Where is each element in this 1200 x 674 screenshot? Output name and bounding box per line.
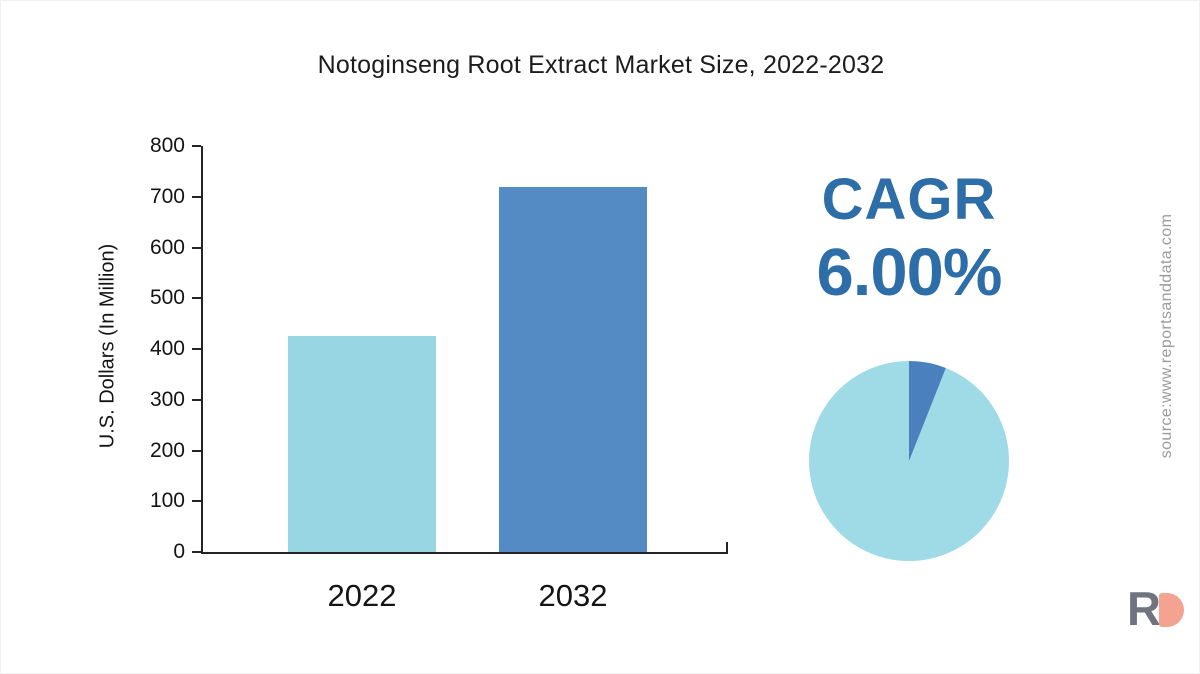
y-tick-label: 400: [149, 337, 185, 360]
x-tick-label: 2032: [538, 578, 608, 613]
y-tick-mark: [192, 398, 201, 401]
y-tick-label: 600: [149, 235, 185, 259]
y-tick-label: 700: [149, 184, 185, 208]
bar-2022: [288, 336, 436, 552]
cagr-block: CAGR 6.00%: [789, 167, 1029, 310]
y-tick-label: 500: [149, 286, 185, 310]
y-tick-mark: [192, 449, 201, 452]
y-tick-mark: [192, 145, 201, 147]
y-tick-label: 200: [149, 438, 185, 462]
chart-title: Notoginseng Root Extract Market Size, 20…: [317, 51, 885, 79]
cagr-label: CAGR: [821, 167, 997, 232]
bar-chart-plot-area: 0 100 200 300 400 500 600 700 800 2022 2032: [150, 134, 728, 613]
bar-2032: [499, 186, 647, 552]
source-note: source:www.reportsanddata.com: [1158, 213, 1175, 459]
y-tick-label: 0: [173, 540, 185, 563]
cagr-value: 6.00%: [816, 235, 1003, 310]
y-tick-mark: [192, 195, 201, 198]
x-tick-label: 2022: [327, 578, 397, 613]
pie-svg: [809, 361, 1009, 561]
y-tick-mark: [192, 246, 201, 249]
logo-r-letter: R: [1127, 582, 1161, 635]
y-tick-label: 300: [149, 387, 185, 411]
axis-end-tick: [726, 542, 728, 552]
y-tick-mark: [192, 500, 201, 503]
y-tick-mark: [192, 297, 201, 300]
y-tick-mark: [192, 348, 201, 350]
y-tick-label: 800: [149, 134, 185, 157]
reports-and-data-logo: R: [1127, 582, 1187, 635]
cagr-pie-chart: [799, 351, 1019, 571]
pie-slice-cagr: [909, 361, 946, 461]
y-tick-mark: [192, 551, 201, 553]
logo-d-mark: [1159, 593, 1184, 627]
y-tick-label: 100: [149, 489, 185, 513]
